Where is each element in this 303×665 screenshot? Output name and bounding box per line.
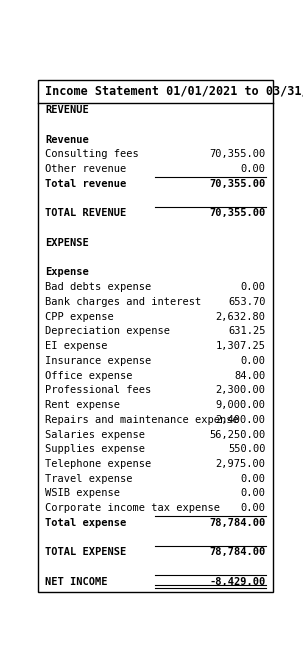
Text: 70,355.00: 70,355.00	[209, 150, 266, 160]
Text: 78,784.00: 78,784.00	[209, 518, 266, 528]
Text: 631.25: 631.25	[228, 327, 266, 336]
Text: 2,632.80: 2,632.80	[216, 312, 266, 322]
Text: 1,307.25: 1,307.25	[216, 341, 266, 351]
Text: Telephone expense: Telephone expense	[45, 459, 151, 469]
Text: 2,300.00: 2,300.00	[216, 385, 266, 395]
Text: 0.00: 0.00	[241, 503, 266, 513]
Text: 2,400.00: 2,400.00	[216, 415, 266, 425]
Text: Travel expense: Travel expense	[45, 473, 132, 483]
Text: Bank charges and interest: Bank charges and interest	[45, 297, 201, 307]
Text: 653.70: 653.70	[228, 297, 266, 307]
Text: 2,975.00: 2,975.00	[216, 459, 266, 469]
Text: Other revenue: Other revenue	[45, 164, 126, 174]
Text: 70,355.00: 70,355.00	[209, 208, 266, 218]
Text: Revenue: Revenue	[45, 135, 89, 145]
Text: Consulting fees: Consulting fees	[45, 150, 139, 160]
Text: EXPENSE: EXPENSE	[45, 238, 89, 248]
Text: Total expense: Total expense	[45, 518, 126, 528]
Text: TOTAL REVENUE: TOTAL REVENUE	[45, 208, 126, 218]
Text: Insurance expense: Insurance expense	[45, 356, 151, 366]
Text: 70,355.00: 70,355.00	[209, 179, 266, 189]
Text: 84.00: 84.00	[235, 370, 266, 380]
Text: 550.00: 550.00	[228, 444, 266, 454]
Text: Office expense: Office expense	[45, 370, 132, 380]
Text: Total revenue: Total revenue	[45, 179, 126, 189]
Text: Supplies expense: Supplies expense	[45, 444, 145, 454]
Text: Corporate income tax expense: Corporate income tax expense	[45, 503, 220, 513]
Text: Repairs and maintenance expense: Repairs and maintenance expense	[45, 415, 239, 425]
Text: 0.00: 0.00	[241, 282, 266, 292]
Text: 78,784.00: 78,784.00	[209, 547, 266, 557]
Text: REVENUE: REVENUE	[45, 105, 89, 115]
Text: 9,000.00: 9,000.00	[216, 400, 266, 410]
Text: NET INCOME: NET INCOME	[45, 577, 108, 587]
Text: TOTAL EXPENSE: TOTAL EXPENSE	[45, 547, 126, 557]
Text: Professional fees: Professional fees	[45, 385, 151, 395]
Text: EI expense: EI expense	[45, 341, 108, 351]
Text: Bad debts expense: Bad debts expense	[45, 282, 151, 292]
Text: 0.00: 0.00	[241, 356, 266, 366]
Text: Income Statement 01/01/2021 to 03/31/2021: Income Statement 01/01/2021 to 03/31/202…	[45, 85, 303, 98]
Text: 56,250.00: 56,250.00	[209, 430, 266, 440]
Text: -8,429.00: -8,429.00	[209, 577, 266, 587]
Text: 0.00: 0.00	[241, 489, 266, 499]
Text: WSIB expense: WSIB expense	[45, 489, 120, 499]
Text: CPP expense: CPP expense	[45, 312, 114, 322]
Text: 0.00: 0.00	[241, 473, 266, 483]
Text: Rent expense: Rent expense	[45, 400, 120, 410]
Text: 0.00: 0.00	[241, 164, 266, 174]
Text: Depreciation expense: Depreciation expense	[45, 327, 170, 336]
Text: Expense: Expense	[45, 267, 89, 277]
Text: Salaries expense: Salaries expense	[45, 430, 145, 440]
